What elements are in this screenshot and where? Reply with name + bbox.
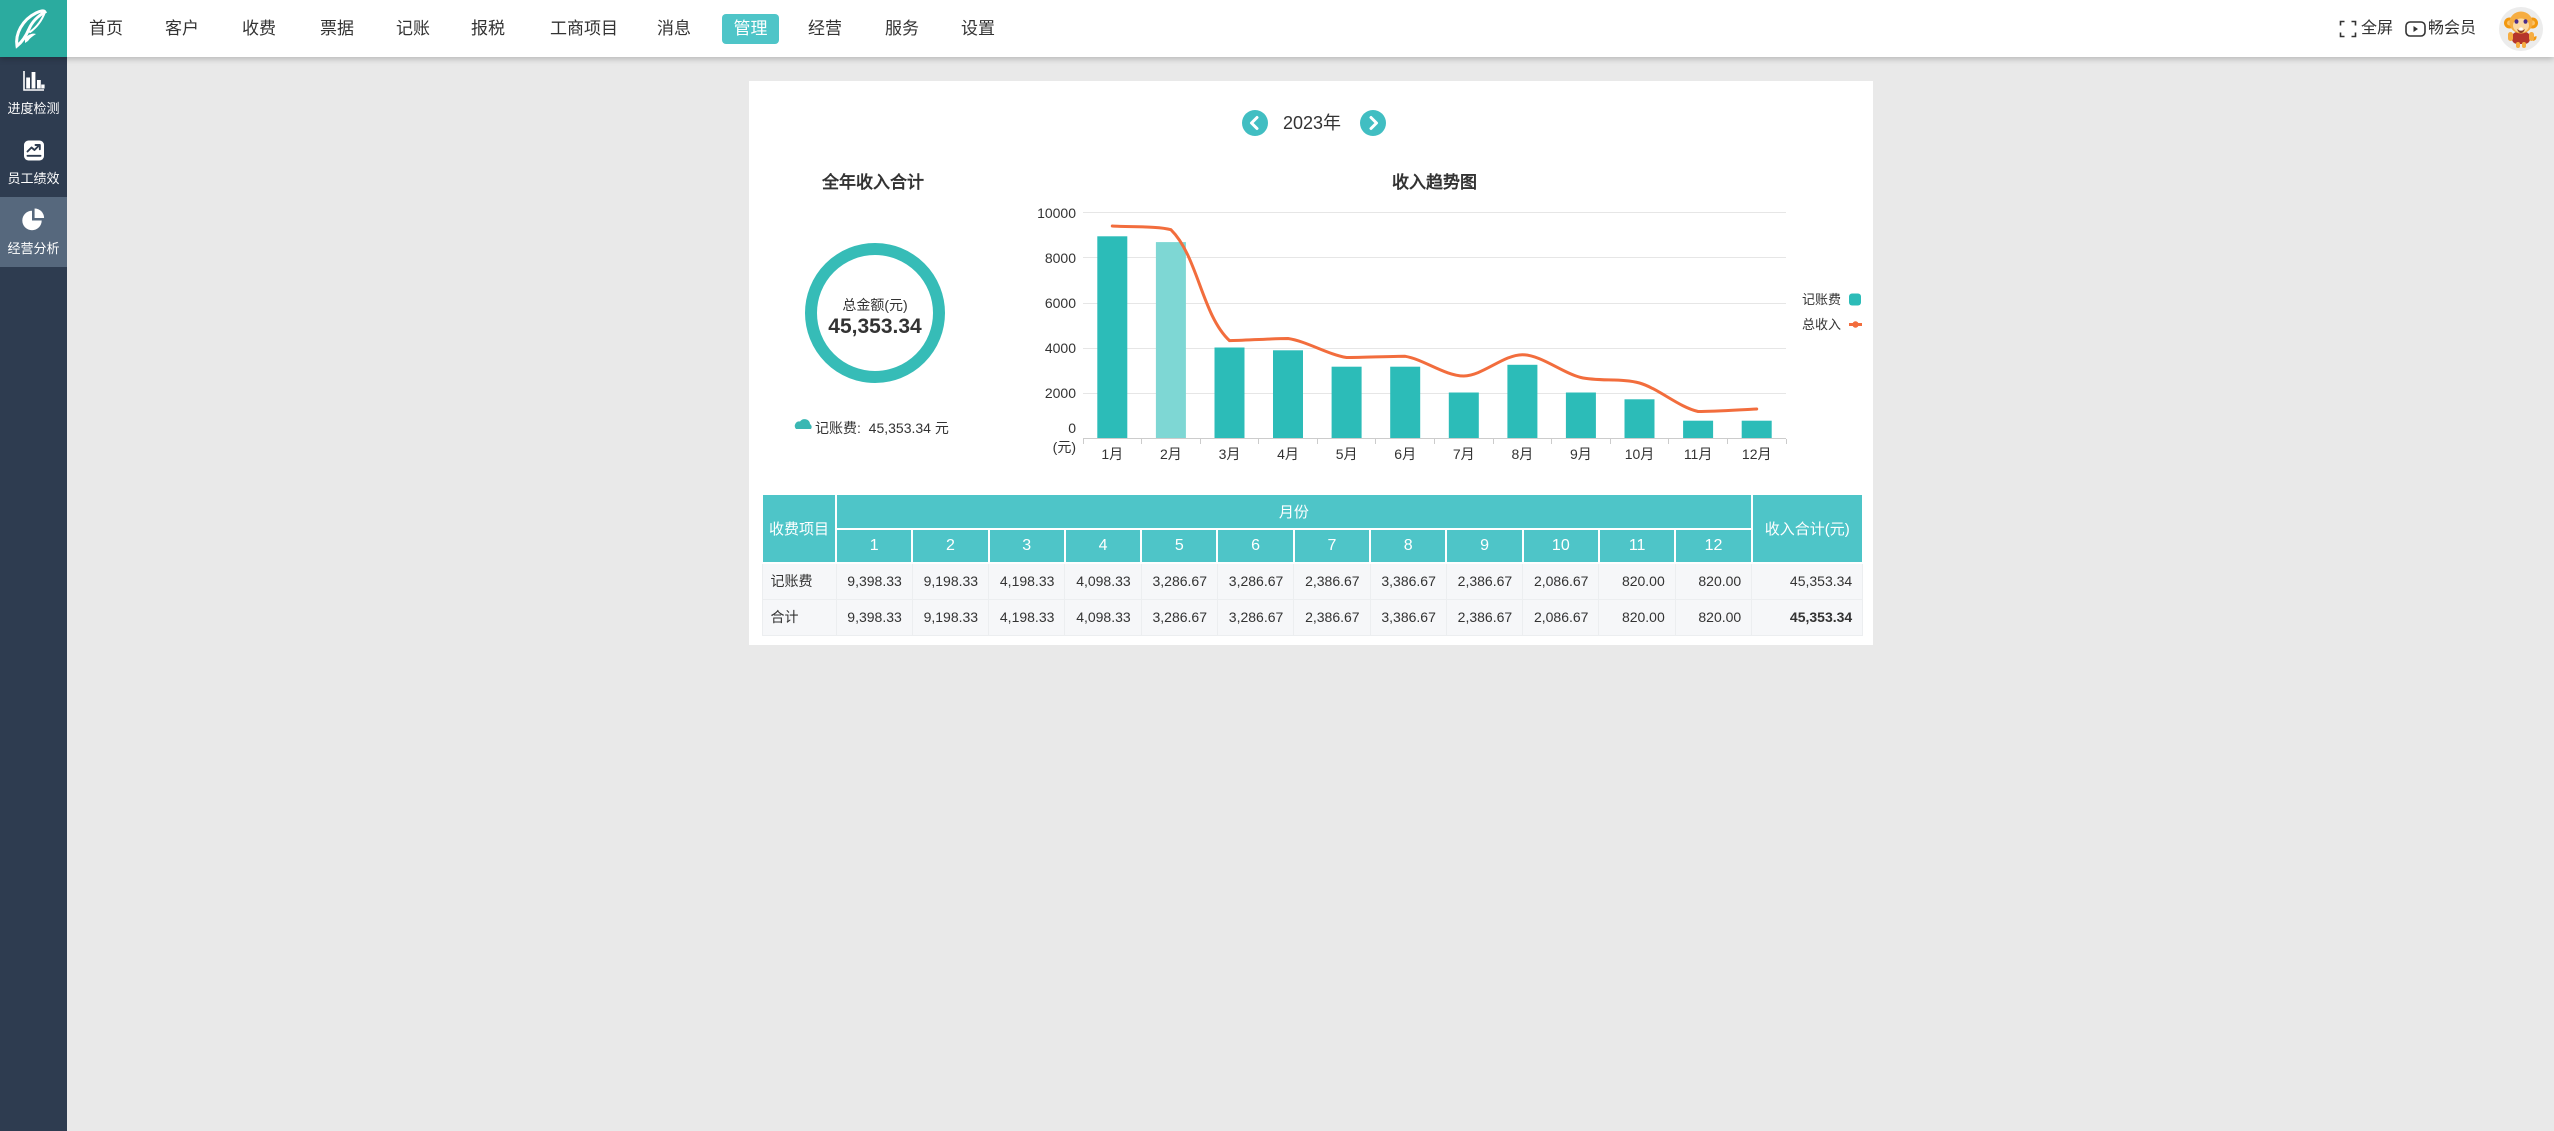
svg-text:5月: 5月 xyxy=(1336,446,1358,462)
svg-text:4000: 4000 xyxy=(1045,340,1076,356)
svg-text:记账费: 记账费 xyxy=(1802,292,1841,307)
svg-text:2000: 2000 xyxy=(1045,385,1076,401)
svg-text:8000: 8000 xyxy=(1045,250,1076,266)
svg-text:9月: 9月 xyxy=(1570,446,1592,462)
svg-text:7月: 7月 xyxy=(1453,446,1475,462)
svg-text:6000: 6000 xyxy=(1045,295,1076,311)
svg-text:11月: 11月 xyxy=(1684,446,1713,462)
svg-text:12月: 12月 xyxy=(1742,446,1772,462)
svg-text:(元): (元) xyxy=(1053,439,1076,455)
svg-text:10000: 10000 xyxy=(1037,205,1076,221)
svg-text:4月: 4月 xyxy=(1277,446,1299,462)
svg-text:1月: 1月 xyxy=(1101,446,1123,462)
svg-text:3月: 3月 xyxy=(1219,446,1241,462)
svg-text:总收入: 总收入 xyxy=(1802,317,1841,332)
svg-text:2月: 2月 xyxy=(1160,446,1182,462)
svg-text:0: 0 xyxy=(1068,420,1076,436)
svg-text:6月: 6月 xyxy=(1394,446,1416,462)
svg-text:10月: 10月 xyxy=(1625,446,1655,462)
svg-text:8月: 8月 xyxy=(1512,446,1534,462)
